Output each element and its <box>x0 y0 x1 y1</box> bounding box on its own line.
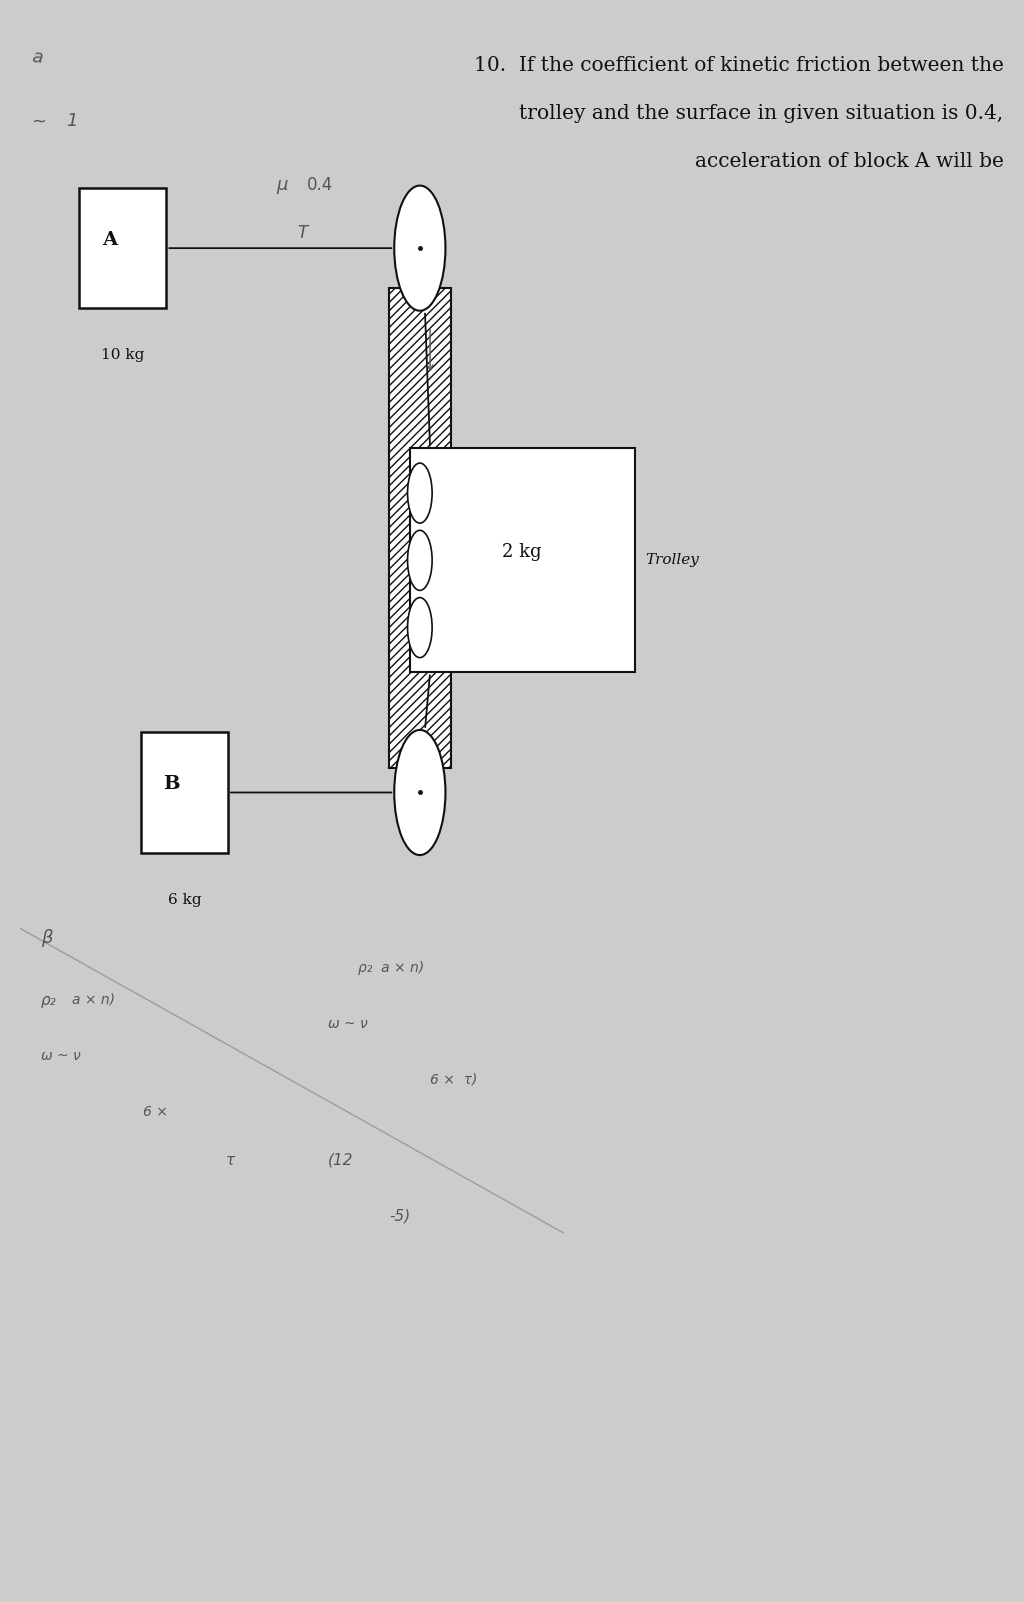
Text: 10.  If the coefficient of kinetic friction between the: 10. If the coefficient of kinetic fricti… <box>474 56 1004 75</box>
Text: ρ₂: ρ₂ <box>41 993 56 1007</box>
Text: ~: ~ <box>31 112 46 130</box>
Text: trolley and the surface in given situation is 0.4,: trolley and the surface in given situati… <box>519 104 1004 123</box>
Ellipse shape <box>394 186 445 311</box>
Bar <box>389 288 451 768</box>
Text: -5): -5) <box>389 1209 411 1223</box>
Text: μ: μ <box>276 176 288 194</box>
Text: τ: τ <box>225 1153 234 1167</box>
Text: T: T <box>297 224 307 242</box>
Text: 10 kg: 10 kg <box>101 349 144 362</box>
Text: a: a <box>31 48 43 67</box>
Text: A: A <box>102 231 118 250</box>
Text: 6 kg: 6 kg <box>168 892 201 906</box>
Bar <box>79 187 166 307</box>
Text: acceleration of block A will be: acceleration of block A will be <box>694 152 1004 171</box>
Ellipse shape <box>394 730 445 855</box>
Text: (12: (12 <box>328 1153 353 1167</box>
Text: Trolley: Trolley <box>645 554 699 567</box>
Text: 6 ×  τ): 6 × τ) <box>430 1073 477 1087</box>
Bar <box>140 732 227 852</box>
Text: 0.4: 0.4 <box>307 176 334 194</box>
Text: a × n): a × n) <box>72 993 115 1007</box>
Text: B: B <box>163 775 179 794</box>
Bar <box>410 448 635 672</box>
Text: ω ~ ν: ω ~ ν <box>41 1049 81 1063</box>
Text: ω ~ ν: ω ~ ν <box>328 1017 368 1031</box>
Text: ρ₂  a × n): ρ₂ a × n) <box>358 961 425 975</box>
Ellipse shape <box>408 597 432 658</box>
Text: 6 ×: 6 × <box>143 1105 168 1119</box>
Text: 2 kg: 2 kg <box>503 543 542 562</box>
Ellipse shape <box>408 463 432 524</box>
Text: 1: 1 <box>67 112 78 130</box>
Ellipse shape <box>408 530 432 591</box>
Text: β: β <box>41 929 52 946</box>
